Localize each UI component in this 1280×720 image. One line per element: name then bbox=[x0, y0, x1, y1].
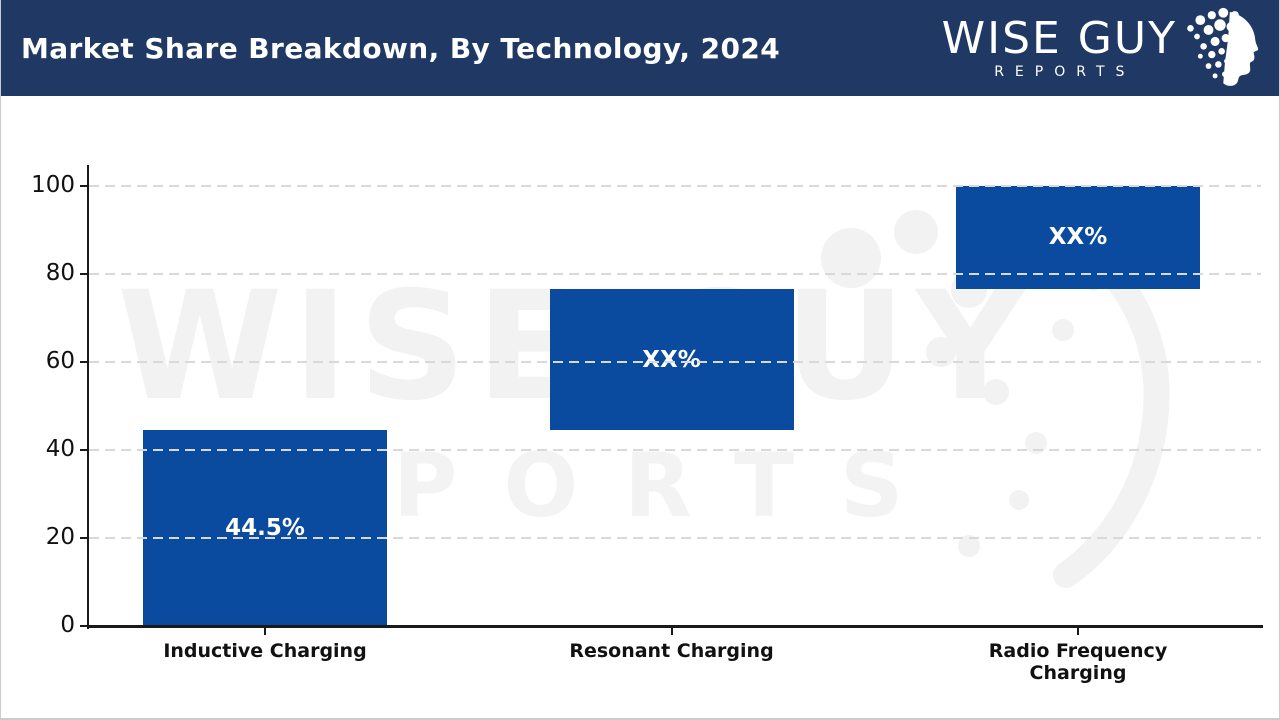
x-tick-mark bbox=[264, 628, 266, 635]
x-category-label: Radio Frequency Charging bbox=[988, 640, 1168, 684]
x-category-label: Inductive Charging bbox=[163, 640, 367, 662]
logo-subtext: REPORTS bbox=[994, 63, 1136, 80]
y-tick-mark bbox=[80, 537, 89, 539]
logo-wordmark: WISE GUY bbox=[941, 12, 1177, 64]
gridline-40 bbox=[89, 449, 1261, 451]
bar-1[interactable]: XX% bbox=[549, 288, 794, 431]
header-band: Market Share Breakdown, By Technology, 2… bbox=[1, 0, 1279, 96]
bar-0[interactable]: 44.5% bbox=[143, 430, 387, 626]
gridline-80 bbox=[89, 273, 1261, 275]
y-tick-mark bbox=[80, 185, 89, 187]
x-tick-mark bbox=[1077, 628, 1079, 635]
y-tick-mark bbox=[80, 449, 89, 451]
chart-title: Market Share Breakdown, By Technology, 2… bbox=[21, 31, 781, 65]
y-tick-label: 40 bbox=[45, 436, 75, 462]
logo-text: WISE GUY REPORTS bbox=[941, 12, 1177, 80]
gridline-60 bbox=[89, 361, 1261, 363]
bar-value-label: XX% bbox=[1048, 224, 1108, 251]
y-tick-label: 80 bbox=[45, 260, 75, 286]
y-tick-mark bbox=[80, 273, 89, 275]
y-tick-mark bbox=[80, 625, 89, 627]
x-category-label: Resonant Charging bbox=[569, 640, 774, 662]
logo-face-icon bbox=[1187, 7, 1259, 86]
y-tick-label: 0 bbox=[60, 612, 75, 638]
y-axis-line bbox=[87, 165, 89, 629]
bar-2[interactable]: XX% bbox=[956, 186, 1200, 289]
wiseguy-logo: WISE GUY REPORTS bbox=[942, 7, 1261, 89]
y-tick-mark bbox=[80, 361, 89, 363]
x-axis-line bbox=[87, 625, 1263, 628]
x-tick-mark bbox=[670, 628, 673, 635]
y-tick-label: 20 bbox=[45, 524, 75, 550]
y-tick-label: 60 bbox=[45, 348, 75, 374]
bar-value-label: XX% bbox=[642, 346, 701, 373]
bar-value-label: 44.5% bbox=[225, 515, 305, 542]
gridline-100 bbox=[89, 185, 1261, 187]
y-tick-label: 100 bbox=[31, 172, 75, 198]
gridline-20 bbox=[89, 537, 1261, 539]
